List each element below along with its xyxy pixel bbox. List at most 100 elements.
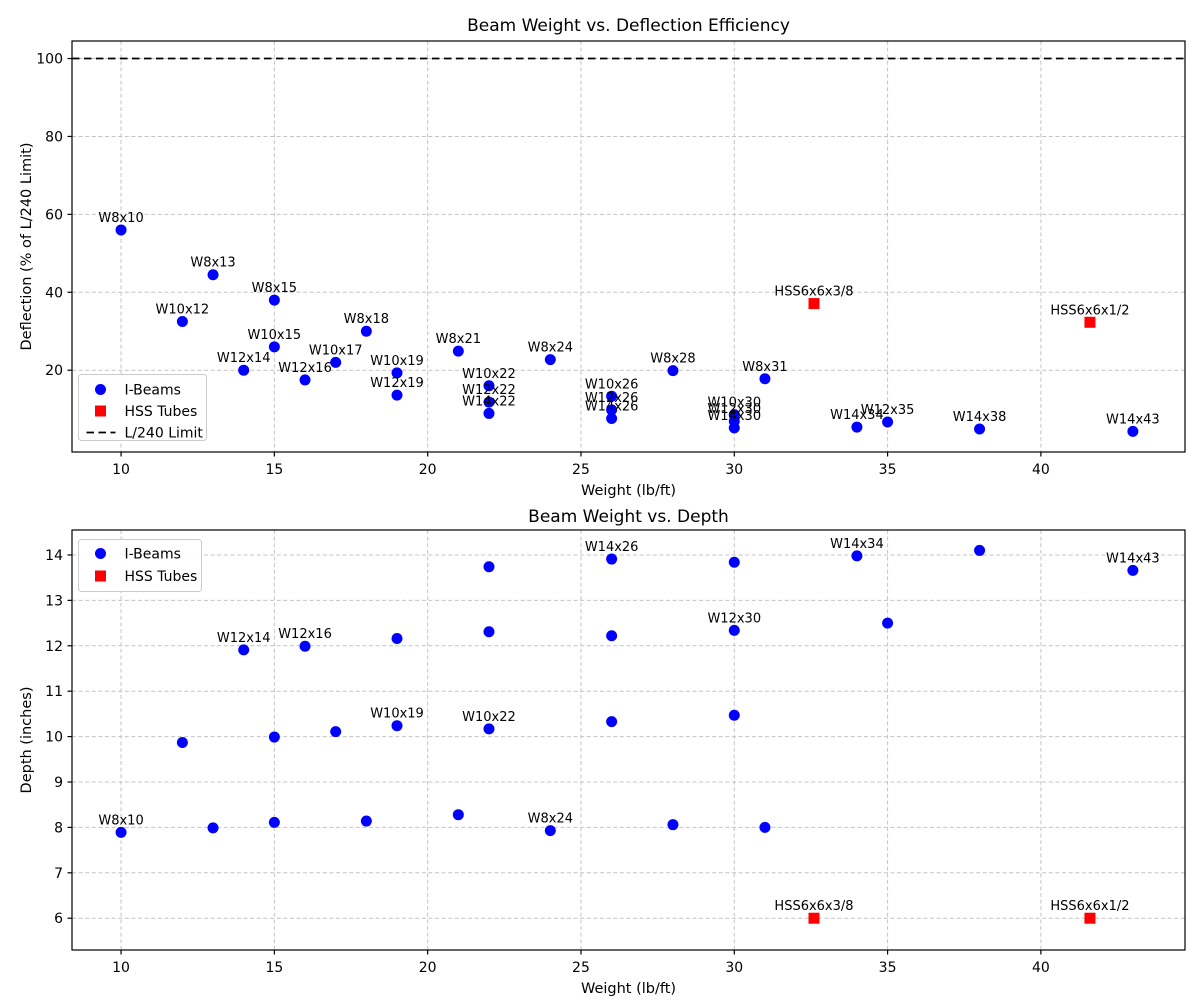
x-tick-label: 25: [572, 462, 590, 478]
y-tick-label: 14: [45, 548, 63, 564]
y-tick-label: 9: [54, 775, 63, 791]
data-point-ibeam: [667, 819, 679, 831]
x-tick-label: 20: [419, 960, 437, 976]
point-label: W8x10: [98, 211, 143, 226]
data-point-ibeam: [176, 315, 188, 327]
point-label: W10x19: [370, 707, 424, 722]
x-tick-label: 10: [112, 960, 130, 976]
point-label: W12x35: [861, 403, 915, 418]
depth-y-axis-label: Depth (inches): [19, 687, 35, 794]
y-tick-label: 60: [45, 207, 63, 223]
series-hss-tubes: [808, 912, 1096, 924]
data-point-ibeam: [360, 325, 372, 337]
point-label: W10x15: [248, 328, 302, 343]
plot-border: [71, 40, 1186, 453]
data-point-ibeam: [667, 365, 679, 377]
x-tick-label: 40: [1032, 462, 1050, 478]
point-label: W12x16: [278, 361, 332, 376]
point-label: W8x13: [190, 256, 235, 271]
data-point-hss: [1084, 912, 1096, 924]
point-label: W8x31: [742, 360, 787, 375]
point-label: W8x18: [344, 312, 389, 327]
data-point-ibeam: [207, 269, 219, 281]
point-label: W10x17: [309, 343, 363, 358]
point-label: HSS6x6x1/2: [1050, 303, 1129, 318]
point-label: W8x21: [436, 332, 481, 347]
x-tick-label: 20: [419, 462, 437, 478]
data-point-ibeam: [391, 367, 403, 379]
data-point-ibeam: [851, 550, 863, 562]
grid: [72, 530, 1185, 950]
y-tick-label: 80: [45, 129, 63, 145]
data-point-ibeam: [606, 716, 618, 728]
legend-marker-circle: [95, 384, 106, 395]
data-point-ibeam: [330, 726, 342, 738]
point-label: W14x26: [585, 399, 639, 414]
legend-marker-circle: [95, 548, 106, 559]
data-point-ibeam: [882, 416, 894, 428]
point-label: W10x26: [585, 377, 639, 392]
point-annotations: W8x10 W12x14 W12x16 W10x19 W10x22 W8x24 W14x26…: [98, 537, 1159, 914]
x-tick-label: 15: [265, 960, 283, 976]
data-point-ibeam: [606, 553, 618, 565]
y-tick-label: 11: [45, 684, 63, 700]
y-tick-label: 7: [54, 866, 63, 882]
data-point-ibeam: [483, 626, 495, 638]
deflection-chart: 10 15 20 25 30 35 4020406080100W8x10W10x12W8x1…: [19, 16, 1186, 499]
point-label: W14x22: [462, 394, 516, 409]
deflection-x-axis-label: Weight (lb/ft): [581, 483, 676, 499]
point-label: W14x26: [585, 540, 639, 555]
point-label: W12x26: [585, 391, 639, 406]
series-i-beams: [115, 544, 1139, 838]
x-tick-label: 10: [112, 462, 130, 478]
point-label: W12x30: [707, 611, 761, 626]
point-label: W14x34: [830, 408, 884, 423]
point-label: W10x30: [707, 396, 761, 411]
data-point-ibeam: [606, 630, 618, 642]
point-label: HSS6x6x3/8: [774, 899, 853, 914]
x-tick-label: 35: [879, 960, 897, 976]
data-point-ibeam: [268, 816, 280, 828]
point-label: W14x34: [830, 537, 884, 552]
legend-entry-label: I-Beams: [125, 383, 181, 399]
data-point-ibeam: [882, 617, 894, 629]
data-point-ibeam: [483, 396, 495, 408]
axis-ticks: 10 15 20 25 30 35 40 6 7 8 9 10 11 12 13 14: [45, 548, 1050, 976]
data-point-ibeam: [207, 822, 219, 834]
data-point-ibeam: [606, 412, 618, 424]
data-point-hss: [1084, 316, 1096, 328]
x-tick-label: 40: [1032, 960, 1050, 976]
data-point-ibeam: [483, 407, 495, 419]
y-tick-label: 20: [45, 363, 63, 379]
data-point-ibeam: [606, 404, 618, 416]
deflection-plot-area: 10 15 20 25 30 35 4020406080100W8x10W10x12W8x1…: [36, 40, 1186, 478]
data-point-ibeam: [115, 826, 127, 838]
point-label: W12x16: [278, 627, 332, 642]
deflection-chart-title: Beam Weight vs. Deflection Efficiency: [467, 16, 790, 36]
data-point-ibeam: [483, 380, 495, 392]
legend-entry-label: I-Beams: [125, 547, 181, 563]
data-point-ibeam: [544, 825, 556, 837]
legend: I-Beams HSS Tubes: [78, 539, 202, 592]
data-point-ibeam: [238, 644, 250, 656]
data-point-hss: [808, 298, 820, 310]
point-annotations: W8x10 W10x12 W8x13 W12x14 W8x15 W10x15 W12x16 W…: [98, 211, 1159, 427]
point-label: W8x24: [528, 341, 573, 356]
point-label: W10x19: [370, 354, 424, 369]
series-hss-tubes: [808, 298, 1096, 328]
legend-box: [78, 539, 202, 592]
data-point-ibeam: [728, 624, 740, 636]
y-tick-label: 40: [45, 285, 63, 301]
plot-border: [71, 529, 1186, 951]
point-label: W8x24: [528, 812, 573, 827]
y-tick-label: 10: [45, 730, 63, 746]
data-point-ibeam: [299, 640, 311, 652]
x-tick-label: 25: [572, 960, 590, 976]
data-point-ibeam: [360, 815, 372, 827]
point-label: W10x22: [462, 367, 516, 382]
data-point-ibeam: [115, 224, 127, 236]
x-tick-label: 35: [879, 462, 897, 478]
point-label: W8x10: [98, 813, 143, 828]
legend-entry-label: HSS Tubes: [125, 569, 198, 585]
